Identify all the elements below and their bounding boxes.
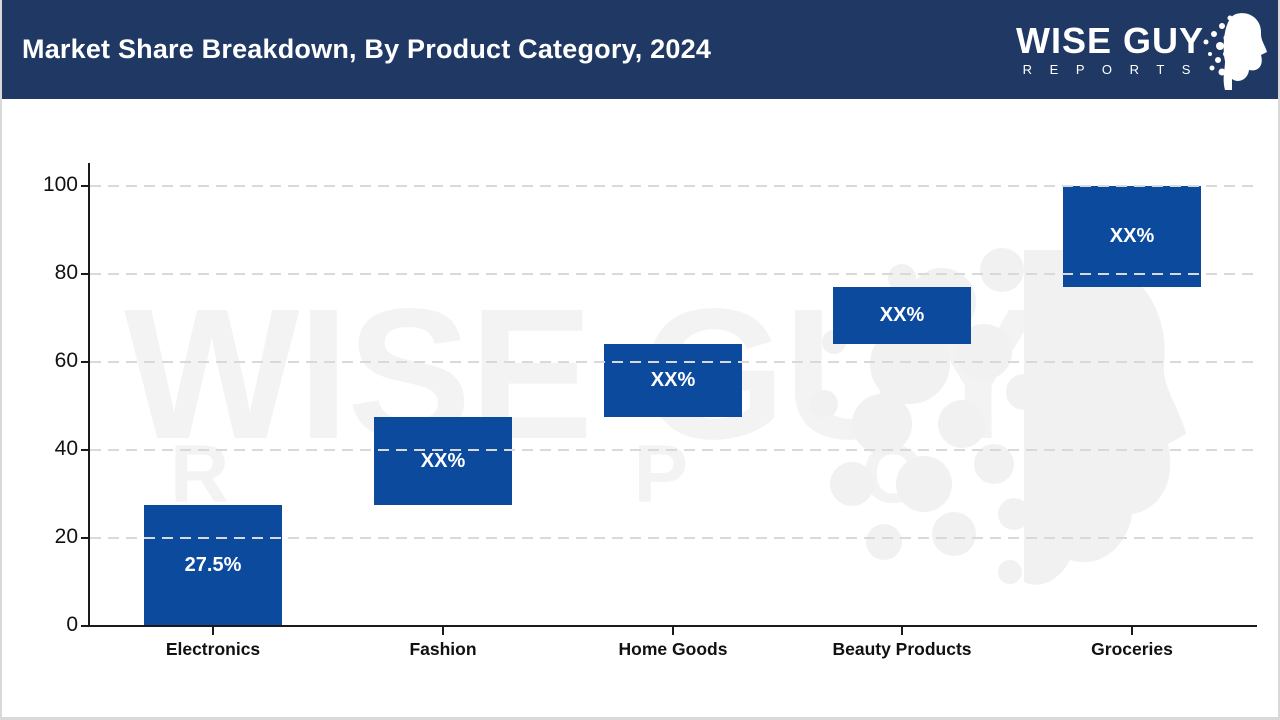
y-tick-mark <box>81 185 90 187</box>
y-tick-label: 20 <box>54 525 78 548</box>
bar-value-label: XX% <box>1109 225 1155 247</box>
y-tick-label: 0 <box>66 613 78 636</box>
y-tick-mark <box>81 273 90 275</box>
x-category-label: Home Goods <box>618 639 728 659</box>
bar-value-label: XX% <box>650 369 696 391</box>
y-tick-mark <box>81 449 90 451</box>
y-tick-mark <box>81 625 90 627</box>
x-category-label: Fashion <box>409 639 477 659</box>
gridline <box>90 449 1257 451</box>
logo-head-icon <box>1203 12 1267 90</box>
gridline <box>90 361 1257 363</box>
logo-wordmark: WISE GUY <box>1015 19 1204 61</box>
logo-text: WISE GUY R E P O R T S <box>1015 19 1204 77</box>
x-category-label: Groceries <box>1091 639 1173 659</box>
x-tick-mark <box>672 627 674 635</box>
x-tick-mark <box>212 627 214 635</box>
y-tick-label: 60 <box>54 349 78 372</box>
gridline <box>90 185 1257 187</box>
gridline <box>90 273 1257 275</box>
x-tick-mark <box>442 627 444 635</box>
y-tick-mark <box>81 361 90 363</box>
x-category-label: Electronics <box>165 639 261 659</box>
header-bar: Market Share Breakdown, By Product Categ… <box>2 0 1278 99</box>
gridline <box>90 537 1257 539</box>
x-tick-mark <box>1131 627 1133 635</box>
x-tick-mark <box>901 627 903 635</box>
bar-value-label: XX% <box>420 449 466 472</box>
bar-value-label: 27.5% <box>184 554 242 576</box>
wise-guy-reports-logo: WISE GUY R E P O R T S <box>1015 8 1278 92</box>
y-tick-label: 40 <box>54 437 78 460</box>
bar-beauty-products: XX% <box>833 287 971 344</box>
y-tick-label: 80 <box>54 261 78 284</box>
bar-groceries: XX% <box>1063 186 1201 287</box>
logo-subtitle: R E P O R T S <box>1022 61 1198 77</box>
bar-electronics: 27.5% <box>144 505 282 626</box>
bar-fashion: XX% <box>374 417 512 505</box>
bar-home-goods: XX% <box>604 344 742 417</box>
bar-value-label: XX% <box>879 304 925 326</box>
watermark-head-graphic <box>810 248 1186 585</box>
y-tick-label: 100 <box>42 173 78 196</box>
page-title: Market Share Breakdown, By Product Categ… <box>22 34 712 64</box>
y-axis-line <box>88 163 90 627</box>
y-tick-mark <box>81 537 90 539</box>
x-axis-line <box>88 625 1257 627</box>
x-category-label: Beauty Products <box>832 639 972 659</box>
